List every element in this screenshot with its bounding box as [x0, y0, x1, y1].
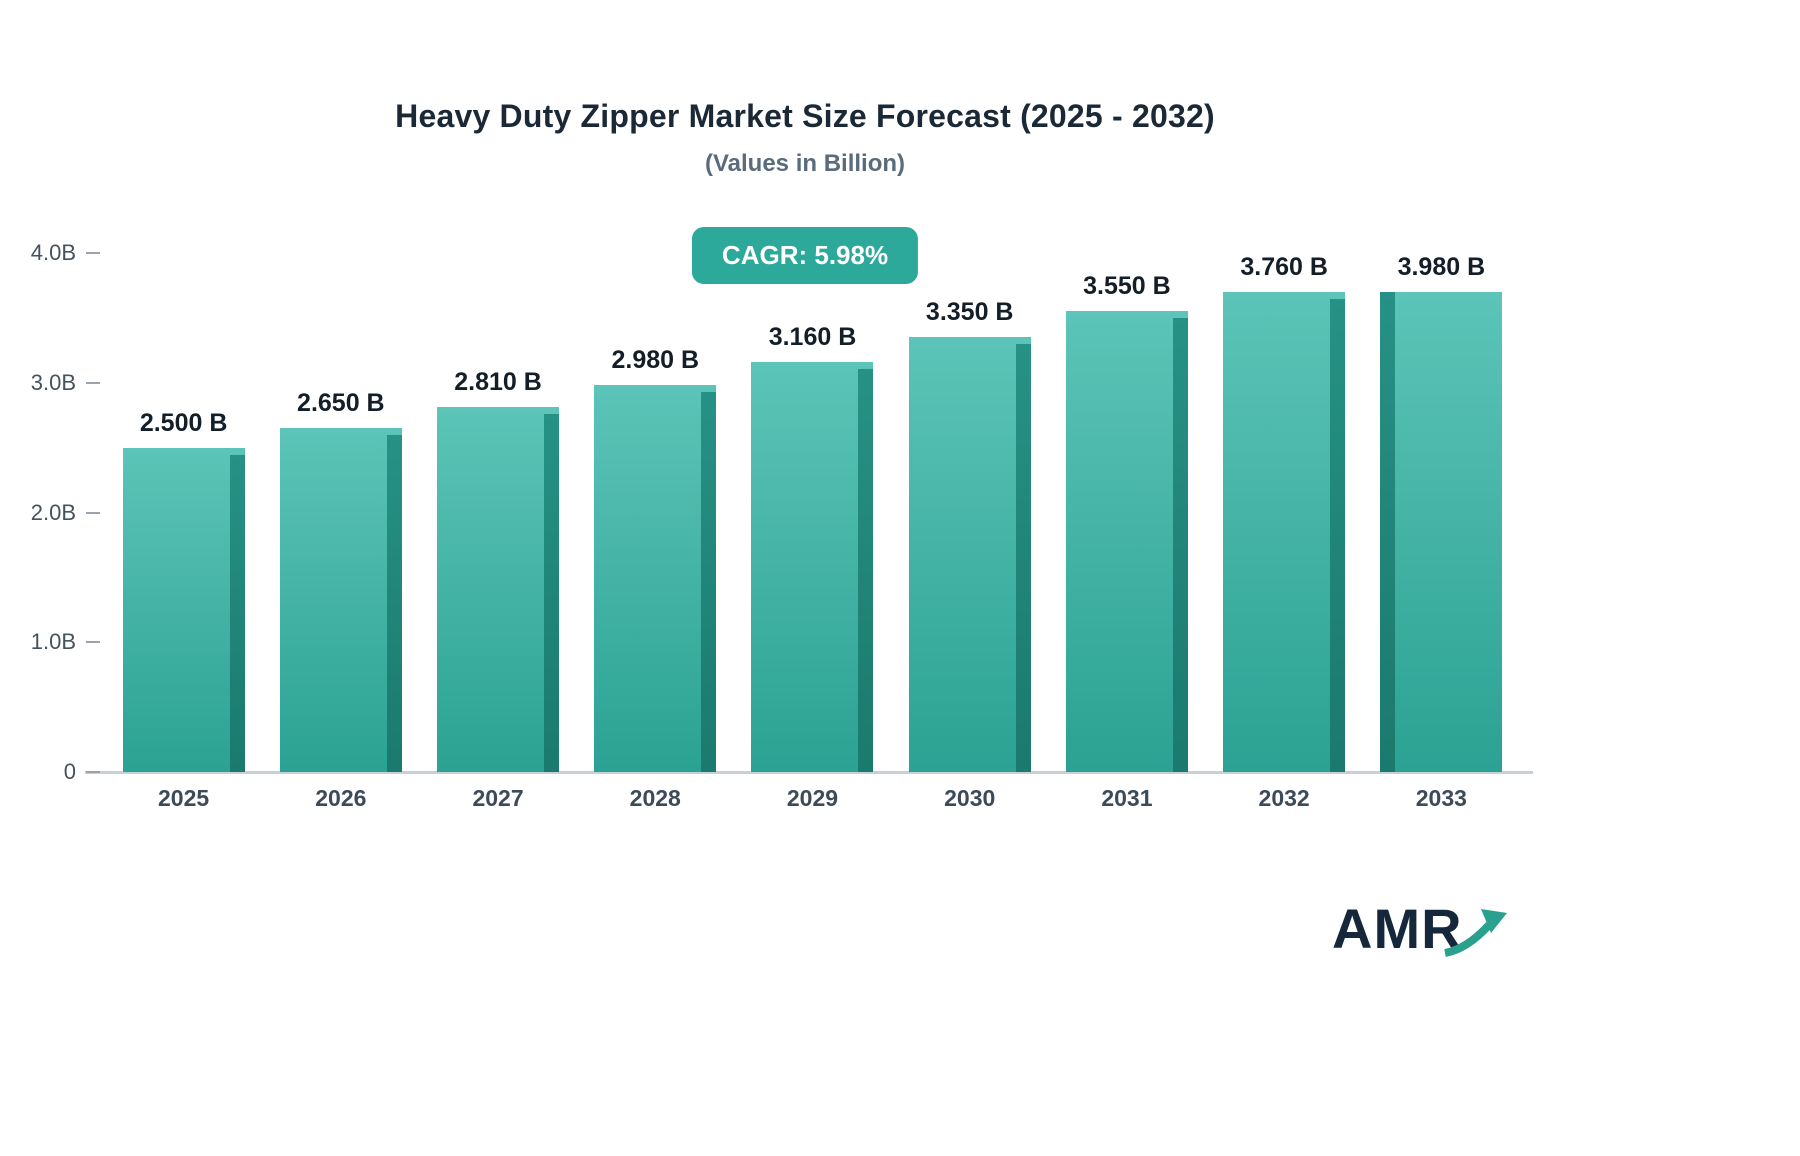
bar-side-shade — [544, 414, 560, 772]
y-axis-tick-dash — [86, 252, 100, 254]
bar — [279, 428, 402, 772]
bar-slot: 3.550 B — [1048, 253, 1205, 772]
bar-value-label: 3.160 B — [768, 323, 857, 351]
bar — [751, 362, 874, 772]
x-axis-label: 2033 — [1415, 785, 1467, 811]
y-axis-tick-dash — [86, 381, 100, 384]
bar-value-label: 3.350 B — [925, 298, 1014, 327]
y-axis-tick-dash — [86, 771, 100, 773]
bar-slot: 2.500 B — [105, 253, 262, 772]
y-axis-tick: 0 — [0, 759, 100, 785]
x-axis-label: 2028 — [629, 785, 681, 811]
logo-arrow-icon — [1443, 908, 1507, 957]
chart-subtitle: (Values in Billion) — [704, 150, 906, 177]
bar — [1380, 292, 1503, 772]
bar-chart: 2.500 B 2.650 B 2.810 B 2.980 B 3.160 B 3.350… — [31, 240, 1520, 784]
y-axis-tick: 2.0B — [0, 500, 100, 526]
y-axis-tick-dash — [86, 511, 100, 514]
bar-side-shade — [1380, 292, 1396, 772]
x-axis-labels: 2025 2026 2027 2028 2029 2030 2031 2032 2033 — [105, 785, 1520, 812]
y-axis-tick: 1.0B — [0, 629, 100, 655]
y-axis-tick-label: 3.0B — [30, 369, 76, 395]
bar-value-label: 3.760 B — [1240, 253, 1328, 281]
x-axis-label: 2030 — [944, 785, 996, 811]
bar — [437, 407, 560, 772]
y-axis-tick-label: 0 — [63, 759, 76, 784]
x-axis-label: 2031 — [1101, 785, 1153, 811]
bar-side-shade — [701, 392, 717, 772]
y-axis-tick-label: 2.0B — [30, 499, 76, 525]
bar-slot: 2.810 B — [419, 253, 576, 772]
bar-slot: 2.650 B — [262, 253, 419, 772]
bar-side-shade — [1172, 318, 1188, 772]
bar-value-label: 3.550 B — [1083, 272, 1171, 301]
bars-container: 2.500 B 2.650 B 2.810 B 2.980 B 3.160 B 3.350… — [105, 253, 1520, 772]
bar-slot: 3.760 B — [1206, 253, 1363, 772]
bar — [1223, 292, 1346, 772]
bar-slot: 3.980 B — [1363, 253, 1520, 772]
bar-value-label: 2.980 B — [611, 346, 700, 375]
cagr-badge: CAGR: 5.98% — [691, 227, 919, 284]
bar-value-label: 2.650 B — [297, 389, 385, 418]
bar-side-shade — [1015, 344, 1031, 772]
x-axis-label: 2027 — [472, 785, 524, 811]
x-axis-label: 2025 — [158, 785, 210, 811]
x-axis-label: 2029 — [786, 785, 839, 811]
bar-value-label: 2.810 B — [454, 368, 542, 397]
bar-side-shade — [229, 454, 245, 772]
page-title: Heavy Duty Zipper Market Size Forecast (… — [395, 98, 1215, 134]
y-axis-tick-label: 1.0B — [30, 629, 76, 655]
bar — [594, 385, 717, 772]
y-axis-tick: 3.0B — [0, 370, 100, 396]
x-axis-label: 2032 — [1258, 785, 1310, 811]
bar — [1065, 311, 1188, 772]
x-axis-line — [85, 771, 1533, 774]
bar-side-shade — [1330, 299, 1346, 772]
bar-side-shade — [858, 369, 874, 772]
bar-slot: 3.350 B — [891, 253, 1048, 772]
bar-value-label: 3.980 B — [1397, 253, 1486, 281]
logo-text: AMR — [1332, 897, 1463, 960]
y-axis-tick-label: 4.0B — [30, 240, 76, 265]
amr-logo: AMR — [1332, 896, 1513, 961]
y-axis-tick-dash — [86, 641, 100, 644]
bar-slot: 3.160 B — [734, 253, 891, 772]
y-axis-tick: 4.0B — [0, 240, 100, 266]
bar — [122, 447, 245, 772]
x-axis-label: 2026 — [315, 785, 367, 811]
bar-value-label: 2.500 B — [139, 408, 228, 437]
bar — [908, 337, 1031, 772]
bar-slot: 2.980 B — [577, 253, 734, 772]
bar-side-shade — [386, 435, 402, 772]
